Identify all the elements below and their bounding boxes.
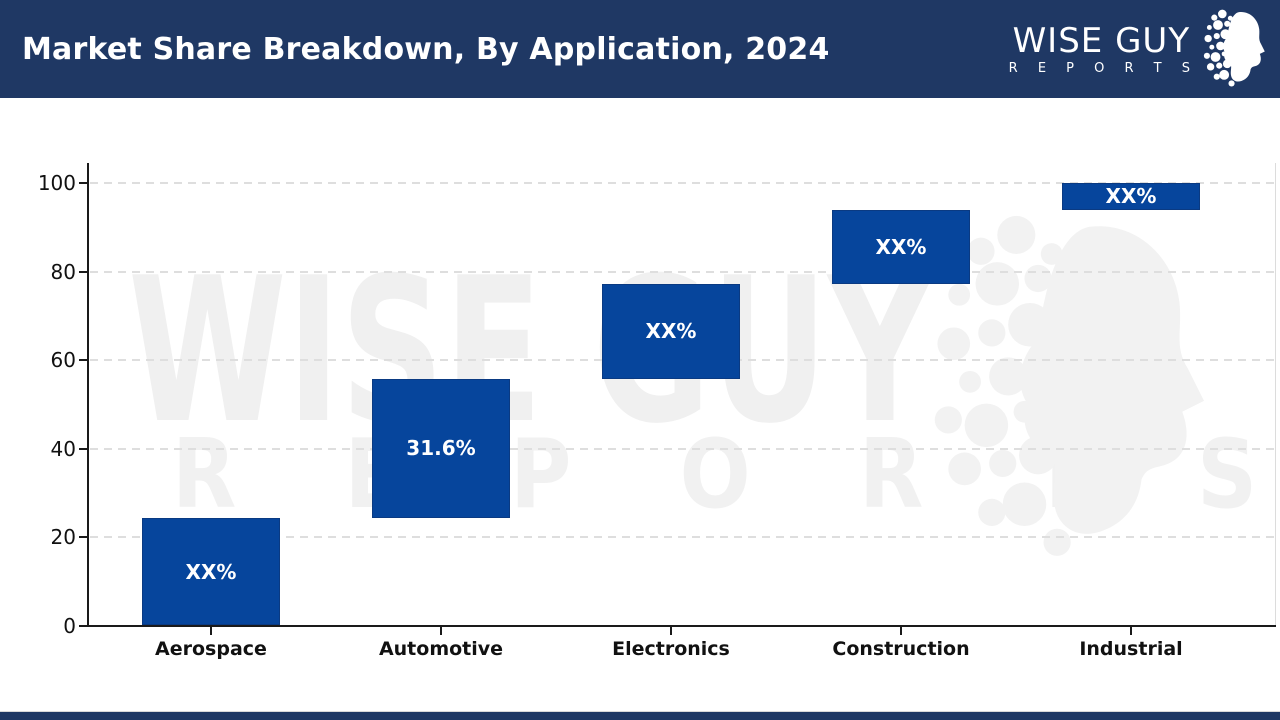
logo-subtitle: R E P O R T S: [1008, 60, 1198, 76]
bar-value-label: XX%: [645, 319, 697, 344]
bar-value-label: XX%: [875, 234, 927, 259]
x-tick-mark: [210, 627, 212, 635]
y-tick-mark: [79, 270, 89, 273]
y-tick-mark: [79, 536, 89, 538]
gridline: [90, 182, 1274, 184]
logo-wordmark: WISE GUY: [1012, 20, 1191, 61]
bar-construction: XX%: [832, 209, 970, 284]
x-axis-spine: [87, 625, 1276, 627]
y-tick-mark: [79, 182, 89, 184]
x-tick-label: Industrial: [1079, 638, 1183, 660]
bar-automotive: 31.6%: [372, 378, 510, 519]
right-spine: [1275, 163, 1276, 625]
header-bar: Market Share Breakdown, By Application, …: [0, 0, 1280, 98]
y-axis-spine: [87, 163, 89, 627]
bar-electronics: XX%: [602, 283, 740, 379]
x-tick-label: Electronics: [612, 638, 730, 660]
gridline: [90, 447, 1274, 450]
y-tick-label: 0: [63, 613, 76, 638]
logo-head-icon: [1203, 9, 1265, 87]
x-tick-label: Automotive: [378, 638, 504, 660]
y-tick-mark: [79, 624, 89, 627]
y-tick-mark: [79, 447, 89, 450]
logo-text: WISE GUY R E P O R T S: [1005, 24, 1198, 75]
bar-value-label: 31.6%: [406, 436, 476, 461]
y-tick-label: 80: [50, 259, 76, 284]
y-tick-label: 60: [50, 348, 76, 372]
bar-aerospace: XX%: [142, 518, 280, 626]
gridline: [90, 270, 1274, 273]
x-tick-mark: [440, 627, 442, 635]
bar-value-label: XX%: [1105, 184, 1157, 209]
y-tick-label: 40: [50, 436, 76, 461]
y-tick-mark: [79, 359, 89, 361]
page-title: Market Share Breakdown, By Application, …: [22, 31, 830, 67]
x-tick-mark: [670, 627, 672, 635]
x-tick-label: Construction: [832, 638, 970, 660]
x-tick-mark: [1130, 627, 1132, 635]
x-tick-label: Aerospace: [155, 638, 267, 660]
x-tick-mark: [900, 627, 902, 635]
wise-guy-reports-logo: WISE GUY R E P O R T S: [1005, 9, 1280, 89]
footer-divider: [0, 711, 1280, 712]
gridline: [90, 536, 1274, 538]
watermark-wordmark: WISE GUY: [128, 235, 933, 468]
bar-value-label: XX%: [185, 559, 237, 584]
bar-industrial: XX%: [1062, 183, 1200, 210]
watermark-head-icon: [934, 215, 1204, 556]
y-tick-label: 20: [50, 525, 76, 549]
footer-bar: [0, 712, 1280, 720]
y-tick-label: 100: [37, 171, 76, 195]
